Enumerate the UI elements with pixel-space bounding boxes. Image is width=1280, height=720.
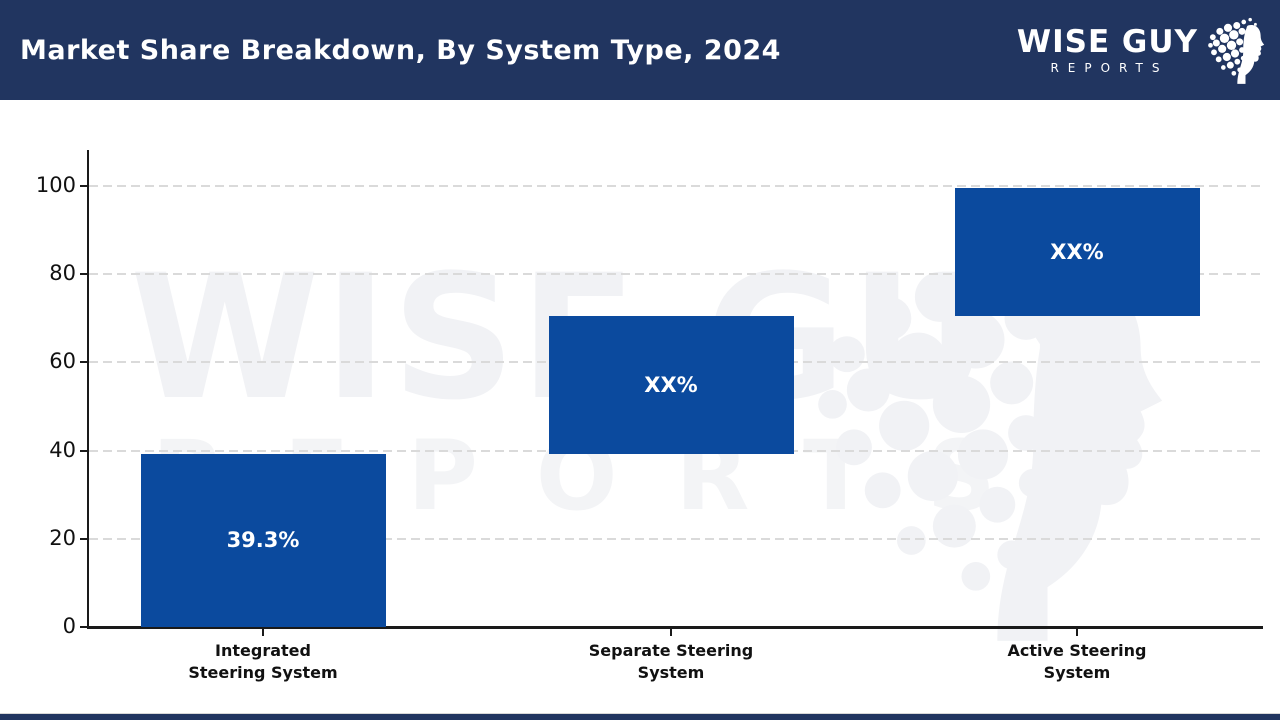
x-category-label: Integrated Steering System <box>188 641 338 682</box>
x-axis-tick <box>262 629 264 636</box>
x-axis-spine <box>87 626 1263 629</box>
brand-subtitle: REPORTS <box>1050 60 1169 75</box>
bar-segment: XX% <box>548 315 794 454</box>
dotted-head-icon <box>1208 17 1265 84</box>
brand-text: WISE GUY REPORTS <box>1016 23 1198 75</box>
bar-value-label: 39.3% <box>226 528 300 553</box>
gridline <box>89 185 1263 187</box>
y-axis-tick-label: 80 <box>49 261 76 286</box>
bar-segment: 39.3% <box>140 453 386 627</box>
y-axis-tick <box>80 273 87 276</box>
brand-name: WISE GUY <box>1016 23 1198 60</box>
x-axis-tick <box>670 629 672 636</box>
bar-value-label: XX% <box>644 372 698 397</box>
y-axis-tick <box>80 361 87 364</box>
gridline <box>89 273 1263 276</box>
bar-segment: XX% <box>954 188 1200 316</box>
footer-divider <box>0 713 1280 714</box>
y-axis-tick-label: 60 <box>49 349 76 374</box>
y-axis-tick <box>80 626 87 628</box>
y-axis-tick <box>80 449 87 452</box>
y-axis-tick <box>80 185 87 187</box>
footer-band <box>0 714 1280 720</box>
gridline <box>89 537 1263 540</box>
y-axis-tick <box>80 537 87 540</box>
x-axis-tick <box>1076 629 1078 636</box>
y-axis-tick-label: 0 <box>62 614 76 638</box>
header-band: Market Share Breakdown, By System Type, … <box>0 0 1280 100</box>
y-axis-tick-label: 20 <box>49 525 76 550</box>
bar-value-label: XX% <box>1050 239 1104 264</box>
chart-title: Market Share Breakdown, By System Type, … <box>20 34 781 66</box>
y-axis-tick-label: 40 <box>49 437 76 462</box>
x-category-label: Separate Steering System <box>588 641 754 682</box>
brand-logo: WISE GUY REPORTS <box>1017 8 1280 92</box>
y-axis-tick-label: 100 <box>35 173 76 197</box>
x-category-label: Active Steering System <box>1007 641 1147 682</box>
y-axis-spine <box>87 150 89 629</box>
